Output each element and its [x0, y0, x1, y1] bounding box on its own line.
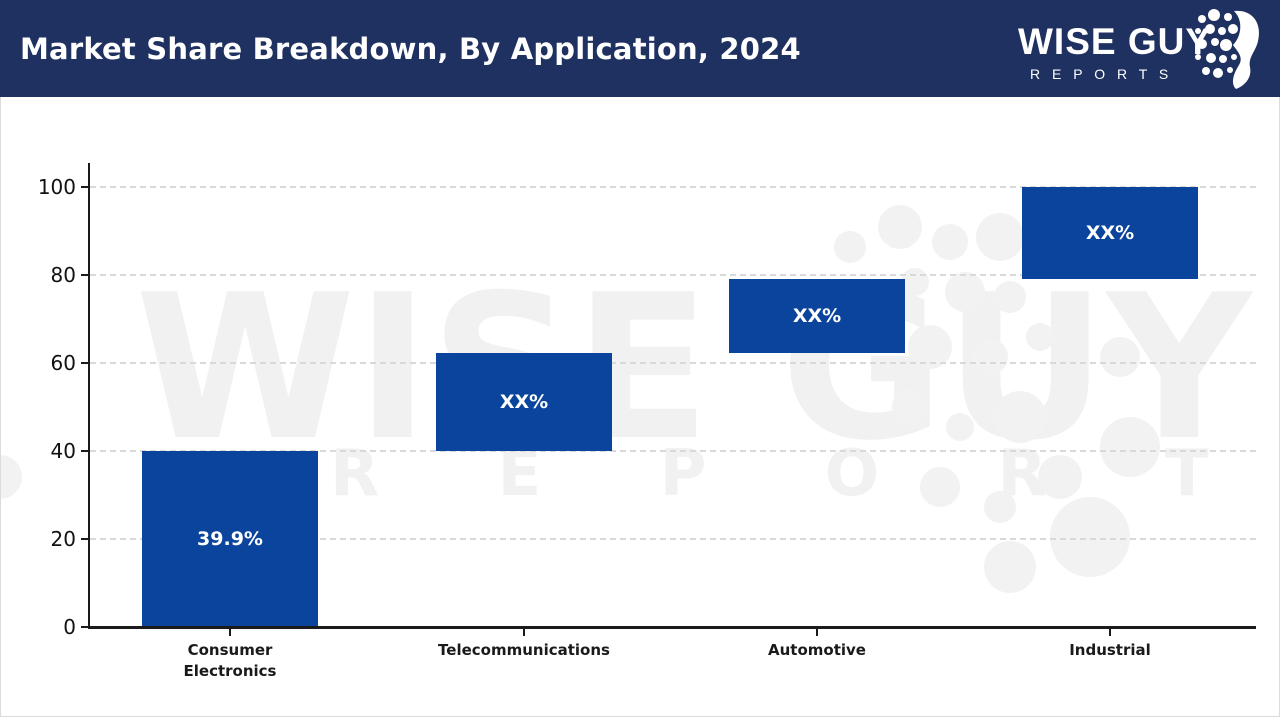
y-tick-mark — [81, 274, 88, 276]
gridline-60 — [90, 362, 1256, 364]
bar-value-label: 39.9% — [197, 528, 263, 551]
y-tick-mark — [81, 362, 88, 364]
x-tick-mark — [1109, 629, 1111, 636]
logo-subtext: R E P O R T S — [1030, 66, 1172, 82]
header-banner: Market Share Breakdown, By Application, … — [0, 0, 1280, 97]
chart-title: Market Share Breakdown, By Application, … — [20, 31, 801, 66]
logo-wordmark: WISE GUY — [1018, 21, 1211, 62]
x-tick-mark — [229, 629, 231, 636]
y-tick-label: 60 — [50, 351, 76, 375]
gridline-40 — [90, 450, 1256, 452]
waterfall-bar-3: XX% — [729, 278, 905, 354]
y-tick-label: 40 — [50, 439, 76, 463]
x-category-label: Consumer Electronics — [183, 641, 277, 680]
y-tick-mark — [81, 538, 88, 540]
wise-guy-reports-logo: WISE GUY R E P O R T S — [1018, 8, 1259, 89]
x-tick-mark — [523, 629, 525, 636]
chart-area: WISE GUY R E P O R T S 39.9%XX%XX%XX% 02… — [0, 97, 1280, 717]
bar-value-label: XX% — [792, 304, 842, 327]
watermark-dotted-face-icon — [0, 205, 1160, 593]
waterfall-bar-1: 39.9% — [142, 451, 318, 627]
x-category-label: Industrial — [1069, 641, 1151, 659]
y-tick-label: 20 — [50, 527, 76, 551]
y-tick-mark — [81, 626, 88, 628]
x-category-label: Telecommunications — [438, 641, 610, 659]
gridline-100 — [90, 186, 1256, 188]
y-tick-mark — [81, 186, 88, 188]
gridline-80 — [90, 274, 1256, 276]
bar-value-label: XX% — [1085, 221, 1135, 244]
y-tick-label: 100 — [37, 175, 76, 199]
x-axis-line — [88, 626, 1256, 629]
y-tick-label: 0 — [63, 615, 76, 639]
waterfall-bar-4: XX% — [1022, 187, 1198, 279]
bar-value-label: XX% — [499, 391, 549, 414]
y-tick-mark — [81, 450, 88, 452]
y-tick-label: 80 — [50, 263, 76, 287]
gridline-20 — [90, 538, 1256, 540]
x-tick-mark — [816, 629, 818, 636]
y-axis-line — [88, 163, 90, 627]
x-category-label: Automotive — [768, 641, 866, 659]
watermark-wordmark: WISE GUY — [135, 252, 1252, 485]
logo-dotted-face-icon — [1195, 8, 1259, 89]
waterfall-bar-2: XX% — [436, 353, 612, 452]
